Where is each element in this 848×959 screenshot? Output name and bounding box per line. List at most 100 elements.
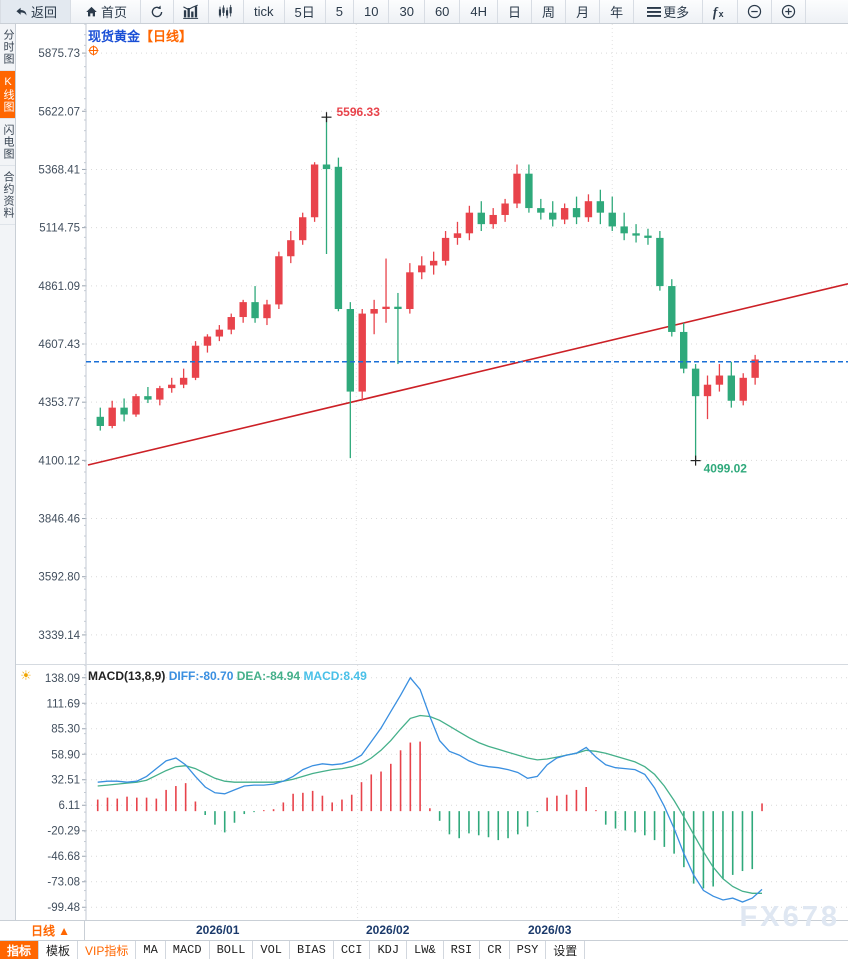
macd-axis-label: -46.68: [47, 851, 80, 863]
period-week-button-label: 周: [542, 5, 556, 20]
support-trendline[interactable]: [87, 282, 848, 466]
indicator-tab-label: BOLL: [216, 943, 246, 957]
candlestick: [715, 364, 724, 392]
candlestick: [132, 393, 140, 417]
macd-axis-label: -20.29: [47, 826, 80, 838]
period-month-button-label: 月: [576, 5, 590, 20]
high-price-marker: 5596.33: [321, 105, 380, 123]
indicator-tab-cci[interactable]: CCI: [334, 941, 371, 959]
candlestick: [168, 377, 176, 393]
period-year-button[interactable]: 年: [600, 0, 635, 23]
macd-chart-svg[interactable]: 138.09 111.69 85.30 58.90 32.51 6.11 -20.29 -46…: [16, 665, 848, 920]
indicator-tab-[interactable]: 设置: [546, 941, 586, 959]
indicator-tab-bias[interactable]: BIAS: [290, 941, 334, 959]
indicator-tab-psy[interactable]: PSY: [510, 941, 547, 959]
zoom-out-button[interactable]: [738, 0, 773, 23]
candlestick: [596, 189, 605, 225]
indicator-tab-[interactable]: 模板: [39, 941, 79, 959]
candlestick: [739, 373, 747, 406]
price-panel[interactable]: 现货黄金【日线】 5875.73 5622.07 5368.41 5114.75 486…: [16, 24, 848, 664]
indicator-tab-rsi[interactable]: RSI: [444, 941, 481, 959]
period-60-button[interactable]: 60: [425, 0, 461, 23]
low-price-marker: 4099.02: [690, 455, 748, 476]
brightness-icon[interactable]: ☀: [20, 668, 32, 683]
indicator-tab-label: VIP指标: [85, 943, 129, 958]
back-button[interactable]: 返回: [0, 0, 72, 23]
zoom-in-button[interactable]: [772, 0, 807, 23]
more-button[interactable]: 更多: [634, 0, 704, 23]
period-4h-button[interactable]: 4H: [460, 0, 499, 23]
sidebar-item-3[interactable]: 合约资料: [0, 166, 15, 225]
indicator-tab-label: PSY: [516, 943, 539, 957]
candlestick-button[interactable]: [209, 0, 245, 23]
period-selector-label: 日线: [31, 924, 56, 938]
chart-area[interactable]: 现货黄金【日线】 5875.73 5622.07 5368.41 5114.75 486…: [16, 24, 848, 920]
indicator-tab-label: 模板: [46, 943, 71, 958]
svg-text:4099.02: 4099.02: [704, 462, 748, 476]
macd-dea-value: DEA:-84.94: [236, 669, 301, 683]
candlestick: [608, 196, 616, 232]
indicator-tab-vol[interactable]: VOL: [253, 941, 291, 959]
candlestick: [441, 231, 450, 266]
sidebar-item-1[interactable]: K线图: [0, 71, 15, 119]
chart-symbol: 现货黄金: [88, 29, 141, 44]
candlestick: [287, 231, 295, 264]
indicator-tab-macd[interactable]: MACD: [166, 941, 210, 959]
candlestick: [525, 164, 533, 213]
indicator-tab-kdj[interactable]: KDJ: [370, 941, 408, 959]
candlestick: [370, 299, 378, 335]
more-button-label: 更多: [663, 5, 690, 20]
refresh-button[interactable]: [141, 0, 175, 23]
candlestick: [644, 228, 652, 245]
main-toolbar: 返回 首页 tick 5日 5 10 30 60 4H 日 周 月 年 更多 f x: [0, 0, 848, 24]
price-chart-svg[interactable]: 5875.73 5622.07 5368.41 5114.75 4861.09 4607.…: [16, 24, 848, 664]
macd-macd-value: MACD:8.49: [303, 669, 367, 683]
indicator-tab-boll[interactable]: BOLL: [210, 941, 254, 959]
indicator-tab-ma[interactable]: MA: [136, 941, 166, 959]
period-week-button[interactable]: 周: [532, 0, 567, 23]
macd-axis-label: -73.08: [47, 877, 80, 889]
indicator-tab-lw[interactable]: LW&: [407, 941, 444, 959]
candlestick: [584, 194, 593, 222]
candlestick: [703, 375, 712, 420]
period-5-button[interactable]: 5: [326, 0, 354, 23]
candlestick: [501, 198, 509, 222]
period-30-button[interactable]: 30: [389, 0, 425, 23]
back-button-label: 返回: [31, 5, 58, 20]
candlestick: [203, 334, 212, 353]
candlestick: [251, 286, 259, 323]
indicator-tab-vip[interactable]: VIP指标: [78, 941, 137, 959]
candlestick: [751, 354, 759, 385]
hamburger-icon: [647, 6, 662, 18]
macd-axis-label: 6.11: [58, 800, 80, 812]
candlestick: [299, 212, 307, 245]
zoom-out-icon: [746, 3, 763, 20]
chart-type-button[interactable]: [174, 0, 210, 23]
price-axis-label: 3846.46: [38, 514, 80, 526]
indicator-tab-cr[interactable]: CR: [480, 941, 510, 959]
candlestick: [334, 157, 343, 312]
period-10-button[interactable]: 10: [354, 0, 390, 23]
period-selector-button[interactable]: 日线 ▲: [17, 921, 85, 940]
zoom-in-icon: [780, 3, 797, 20]
xaxis-label-1: 2026/02: [366, 923, 410, 937]
period-day-button[interactable]: 日: [498, 0, 533, 23]
tick-button[interactable]: tick: [244, 0, 285, 23]
five-day-button[interactable]: 5日: [285, 0, 326, 23]
home-button[interactable]: 首页: [71, 0, 142, 23]
sidebar-item-0[interactable]: 分时图: [0, 24, 15, 71]
indicator-tab-label: KDJ: [377, 943, 400, 957]
period-month-button[interactable]: 月: [566, 0, 601, 23]
indicator-tab-label: CCI: [340, 943, 363, 957]
macd-axis-label: 58.90: [51, 749, 80, 761]
sidebar-item-2[interactable]: 闪电图: [0, 119, 15, 166]
price-axis-label: 4861.09: [38, 281, 80, 293]
indicator-tab-[interactable]: 指标: [0, 941, 40, 959]
crosshair-icon[interactable]: [88, 45, 192, 56]
macd-diff-value: DIFF:-80.70: [168, 669, 234, 683]
candlestick: [668, 279, 676, 337]
xaxis-row: 日线 ▲ 2026/01 2026/02 2026/03: [0, 920, 848, 940]
candlestick: [263, 299, 271, 326]
macd-panel[interactable]: MACD(13,8,9) DIFF:-80.70 DEA:-84.94 MACD…: [16, 664, 848, 921]
